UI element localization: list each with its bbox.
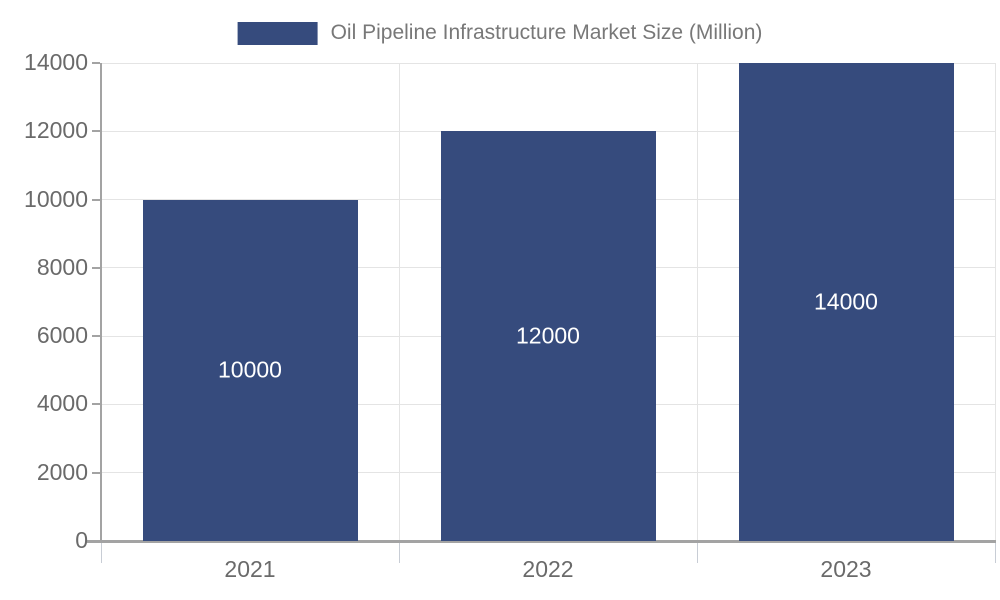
y-axis-tick — [92, 471, 100, 474]
y-axis-tick-label: 0 — [75, 526, 88, 553]
y-axis-tick-label: 2000 — [36, 458, 88, 485]
gridline-vertical — [696, 63, 698, 541]
gridline-vertical — [398, 63, 400, 541]
y-axis-tick — [92, 62, 100, 64]
gridline-horizontal — [101, 62, 995, 64]
y-axis-tick-label: 12000 — [24, 117, 88, 144]
y-axis-tick — [92, 198, 100, 201]
y-axis-line — [100, 63, 102, 543]
y-axis-tick-label: 14000 — [24, 48, 88, 75]
bar-2021[interactable]: 10000 — [142, 199, 358, 541]
legend-label: Oil Pipeline Infrastructure Market Size … — [330, 21, 763, 44]
y-axis-tick — [92, 130, 100, 133]
y-axis-tick — [92, 540, 100, 542]
y-axis-tick — [92, 335, 100, 338]
gridline-vertical — [994, 63, 996, 541]
bar-2022[interactable]: 12000 — [440, 131, 656, 541]
bar-value-label: 14000 — [814, 288, 878, 315]
y-axis-tick-label: 4000 — [36, 390, 88, 417]
x-axis-tick — [994, 543, 996, 563]
legend-swatch-icon — [237, 21, 318, 45]
y-axis-tick-label: 6000 — [36, 322, 88, 349]
bar-2023[interactable]: 14000 — [738, 63, 954, 541]
y-axis-tick-label: 10000 — [24, 185, 88, 212]
x-axis-tick — [398, 543, 400, 563]
bar-value-label: 10000 — [218, 356, 282, 383]
y-axis-tick — [92, 403, 100, 406]
x-axis-category-label: 2021 — [224, 556, 276, 582]
x-axis-tick — [696, 543, 698, 563]
x-axis-category-label: 2023 — [820, 556, 872, 582]
y-axis-tick — [92, 266, 100, 269]
x-axis-line — [87, 540, 996, 543]
y-axis-tick-label: 8000 — [36, 253, 88, 280]
bar-value-label: 12000 — [516, 322, 580, 349]
legend-item[interactable]: Oil Pipeline Infrastructure Market Size … — [237, 21, 763, 45]
x-axis-tick — [100, 543, 102, 563]
x-axis-category-label: 2022 — [522, 556, 574, 582]
